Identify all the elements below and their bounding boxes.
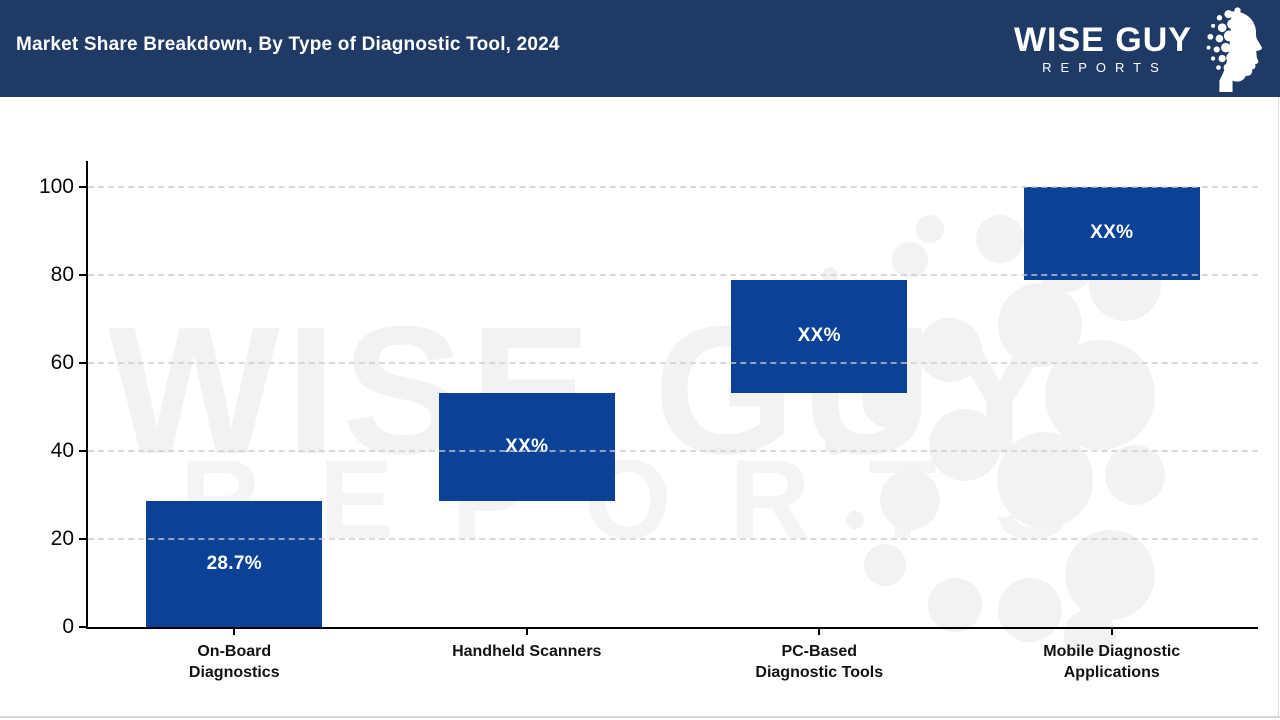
- y-axis-spine: [86, 160, 88, 629]
- y-gridline: [88, 362, 1258, 364]
- y-tick-label: 20: [50, 527, 74, 550]
- x-tick-mark: [818, 629, 821, 635]
- plot-area: WISE GUY REPORTS 28.7% On-Board Diagnosti…: [0, 97, 1280, 720]
- x-tick-mark: [525, 629, 528, 635]
- y-gridline: [88, 538, 1258, 540]
- bottom-divider: [0, 716, 1280, 718]
- logo-wordmark: WISE GUY: [1013, 21, 1192, 59]
- bar-value-label: XX%: [797, 325, 841, 347]
- y-gridline: [88, 450, 1258, 452]
- x-axis-spine: [86, 627, 1258, 629]
- y-tick-label: 100: [38, 175, 74, 198]
- logo-subtitle: REPORTS: [1042, 60, 1168, 75]
- bar-value-label: XX%: [1090, 222, 1134, 244]
- x-category-label: PC-Based Diagnostic Tools: [755, 643, 884, 681]
- x-tick-mark: [233, 629, 236, 635]
- x-category-label: Handheld Scanners: [452, 643, 602, 660]
- y-tick-mark: [79, 450, 87, 452]
- bar-segment: XX%: [1023, 187, 1200, 280]
- bar-value-label: 28.7%: [206, 552, 262, 574]
- bar-segment: XX%: [731, 279, 908, 393]
- y-tick-mark: [79, 362, 87, 364]
- header-bar: Market Share Breakdown, By Type of Diagn…: [0, 0, 1280, 97]
- y-tick-label: 60: [50, 351, 74, 374]
- wiseguy-logo: WISE GUY REPORTS: [1014, 4, 1272, 94]
- y-tick-mark: [79, 626, 87, 628]
- y-gridline: [88, 186, 1258, 188]
- y-gridline: [88, 274, 1258, 276]
- wiseguy-logo-text: WISE GUY REPORTS: [1014, 23, 1192, 75]
- y-tick-mark: [79, 538, 87, 540]
- x-category-label: On-Board Diagnostics: [188, 643, 280, 681]
- y-tick-mark: [79, 274, 87, 276]
- y-tick-label: 80: [50, 263, 74, 286]
- bar-segment: 28.7%: [146, 500, 323, 627]
- y-tick-mark: [79, 186, 87, 188]
- bar-value-label: XX%: [505, 435, 549, 457]
- x-category-label: Mobile Diagnostic Applications: [1043, 643, 1181, 681]
- y-tick-label: 40: [50, 439, 74, 462]
- y-tick-label: 0: [62, 615, 74, 638]
- wiseguy-face-logo-icon: [1206, 7, 1262, 92]
- x-tick-mark: [1110, 629, 1113, 635]
- right-divider: [1278, 97, 1279, 717]
- bar-segment: XX%: [438, 392, 615, 501]
- chart-title: Market Share Breakdown, By Type of Diagn…: [16, 34, 560, 55]
